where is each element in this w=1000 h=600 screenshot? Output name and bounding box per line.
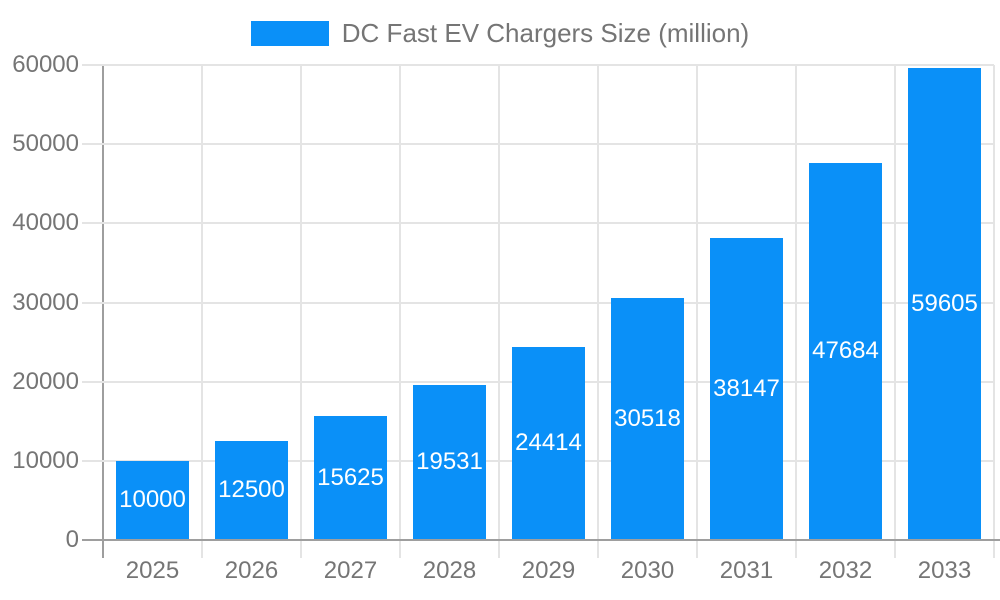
bar-2027 xyxy=(314,416,387,539)
x-tick-label: 2033 xyxy=(917,557,972,584)
bar-value-label: 15625 xyxy=(317,463,384,491)
y-tick-label: 20000 xyxy=(12,367,79,395)
y-tick-label: 10000 xyxy=(12,446,79,474)
bar-2033 xyxy=(908,68,981,539)
gridline-vertical xyxy=(696,65,698,558)
bar-value-label: 59605 xyxy=(911,289,978,317)
bar-value-label: 38147 xyxy=(713,374,780,402)
bar-2025 xyxy=(116,460,189,539)
gridline-horizontal xyxy=(82,64,994,66)
bar-2029 xyxy=(512,346,585,539)
x-tick-label: 2027 xyxy=(323,557,378,584)
gridline-horizontal xyxy=(82,301,994,304)
bar-value-label: 10000 xyxy=(119,485,186,513)
gridline-vertical xyxy=(201,65,203,558)
gridline-vertical xyxy=(597,65,599,558)
gridline-horizontal xyxy=(82,222,994,225)
x-tick-label: 2032 xyxy=(818,557,873,584)
gridline-vertical xyxy=(894,65,896,558)
y-tick-label: 30000 xyxy=(12,288,79,316)
legend: DC Fast EV Chargers Size (million) xyxy=(0,18,1000,48)
gridline-vertical xyxy=(300,65,302,558)
bar-value-label: 19531 xyxy=(416,448,483,476)
y-tick-label: 40000 xyxy=(12,209,79,237)
y-tick-label: 60000 xyxy=(12,51,79,78)
x-tick-label: 2026 xyxy=(224,557,279,584)
gridline-vertical xyxy=(498,65,500,558)
legend-label: DC Fast EV Chargers Size (million) xyxy=(341,18,750,48)
x-tick-label: 2030 xyxy=(620,557,675,584)
bar-2028 xyxy=(413,385,486,539)
bar-value-label: 30518 xyxy=(614,404,681,432)
bar-2030 xyxy=(611,298,684,539)
bar-value-label: 12500 xyxy=(218,476,285,504)
bar-value-label: 24414 xyxy=(515,428,582,456)
x-tick-label: 2025 xyxy=(125,557,180,584)
x-tick-label: 2031 xyxy=(719,557,774,584)
bar-value-label: 47684 xyxy=(812,336,879,364)
x-tick-label: 2028 xyxy=(422,557,477,584)
gridline-vertical xyxy=(795,65,797,558)
bar-2026 xyxy=(215,441,288,539)
bar-2031 xyxy=(710,238,783,539)
y-tick-label: 0 xyxy=(65,526,79,553)
gridline-vertical xyxy=(993,65,995,558)
x-axis-line xyxy=(82,539,1000,541)
y-tick-label: 50000 xyxy=(12,130,79,158)
legend-swatch xyxy=(250,21,329,46)
gridline-horizontal xyxy=(82,143,994,146)
bar-2032 xyxy=(809,162,882,539)
gridline-vertical xyxy=(399,65,401,558)
y-axis-line xyxy=(102,65,104,558)
x-tick-label: 2029 xyxy=(521,557,576,584)
